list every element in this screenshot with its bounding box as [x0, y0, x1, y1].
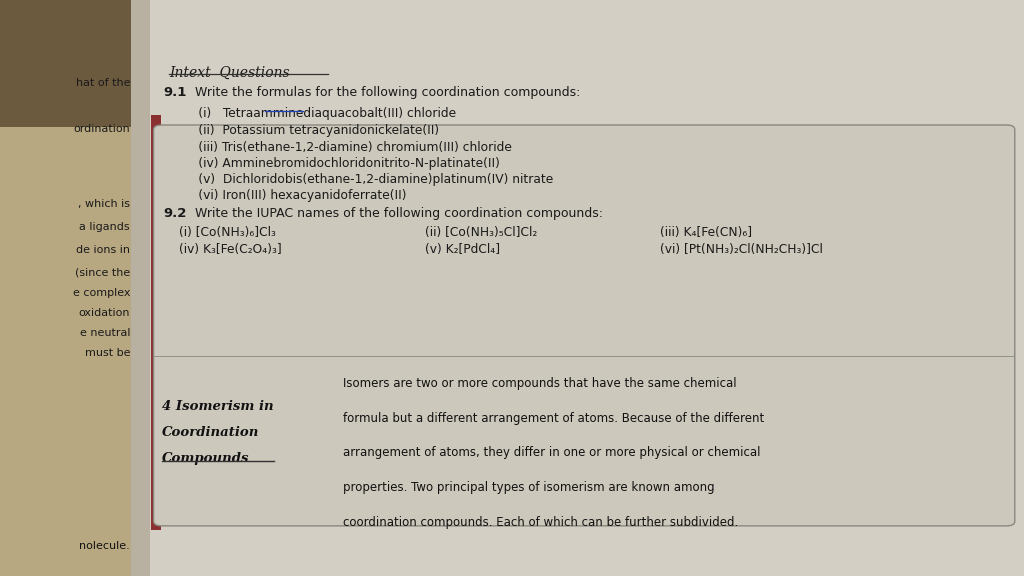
FancyBboxPatch shape: [154, 125, 1015, 526]
Text: (iv) Amminebromidochloridonitrito-N-platinate(II): (iv) Amminebromidochloridonitrito-N-plat…: [179, 157, 500, 170]
Text: 4 Isomerism in: 4 Isomerism in: [162, 400, 273, 414]
Text: coordination compounds. Each of which can be further subdivided.: coordination compounds. Each of which ca…: [343, 516, 738, 529]
Text: (iv) K₃[Fe(C₂O₄)₃]: (iv) K₃[Fe(C₂O₄)₃]: [179, 243, 282, 256]
Text: a ligands: a ligands: [80, 222, 130, 232]
Text: must be: must be: [85, 348, 130, 358]
Text: (vi) Iron(III) hexacyanidoferrate(II): (vi) Iron(III) hexacyanidoferrate(II): [179, 189, 407, 202]
Text: 9.1: 9.1: [164, 86, 187, 100]
Text: Intext  Questions: Intext Questions: [169, 66, 290, 80]
Text: (since the: (since the: [75, 268, 130, 278]
Text: nolecule.: nolecule.: [79, 541, 130, 551]
Text: (ii)  Potassium tetracyanidonickelate(II): (ii) Potassium tetracyanidonickelate(II): [179, 124, 439, 137]
Text: 9.2: 9.2: [164, 207, 187, 221]
Text: ordination: ordination: [74, 124, 130, 134]
Text: Coordination: Coordination: [162, 426, 259, 439]
FancyBboxPatch shape: [133, 0, 1024, 173]
Text: (v)  Dichloridobis(ethane-1,2-diamine)platinum(IV) nitrate: (v) Dichloridobis(ethane-1,2-diamine)pla…: [179, 173, 553, 186]
Text: e complex: e complex: [73, 288, 130, 298]
Text: (ii) [Co(NH₃)₅Cl]Cl₂: (ii) [Co(NH₃)₅Cl]Cl₂: [425, 226, 538, 240]
FancyBboxPatch shape: [0, 0, 1024, 127]
FancyBboxPatch shape: [131, 0, 1024, 576]
Text: Compounds: Compounds: [162, 452, 249, 465]
Text: formula but a different arrangement of atoms. Because of the different: formula but a different arrangement of a…: [343, 412, 764, 425]
Text: , which is: , which is: [78, 199, 130, 209]
Text: e neutral: e neutral: [80, 328, 130, 338]
Text: (i)   Tetraamminediaquacobalt(III) chloride: (i) Tetraamminediaquacobalt(III) chlorid…: [179, 107, 457, 120]
Text: Write the IUPAC names of the following coordination compounds:: Write the IUPAC names of the following c…: [195, 207, 602, 221]
Text: properties. Two principal types of isomerism are known among: properties. Two principal types of isome…: [343, 481, 715, 494]
Text: (i) [Co(NH₃)₆]Cl₃: (i) [Co(NH₃)₆]Cl₃: [179, 226, 276, 240]
Text: oxidation: oxidation: [79, 308, 130, 318]
Text: (iii) K₄[Fe(CN)₆]: (iii) K₄[Fe(CN)₆]: [660, 226, 753, 240]
Text: arrangement of atoms, they differ in one or more physical or chemical: arrangement of atoms, they differ in one…: [343, 446, 761, 460]
Text: (iii) Tris(ethane-1,2-diamine) chromium(III) chloride: (iii) Tris(ethane-1,2-diamine) chromium(…: [179, 141, 512, 154]
Text: (vi) [Pt(NH₃)₂Cl(NH₂CH₃)]Cl: (vi) [Pt(NH₃)₂Cl(NH₂CH₃)]Cl: [660, 243, 823, 256]
Text: hat of the: hat of the: [76, 78, 130, 88]
Text: de ions in: de ions in: [76, 245, 130, 255]
FancyBboxPatch shape: [151, 115, 161, 530]
Text: (v) K₂[PdCl₄]: (v) K₂[PdCl₄]: [425, 243, 500, 256]
FancyBboxPatch shape: [131, 0, 150, 576]
Text: Isomers are two or more compounds that have the same chemical: Isomers are two or more compounds that h…: [343, 377, 736, 391]
Text: Write the formulas for the following coordination compounds:: Write the formulas for the following coo…: [195, 86, 580, 100]
